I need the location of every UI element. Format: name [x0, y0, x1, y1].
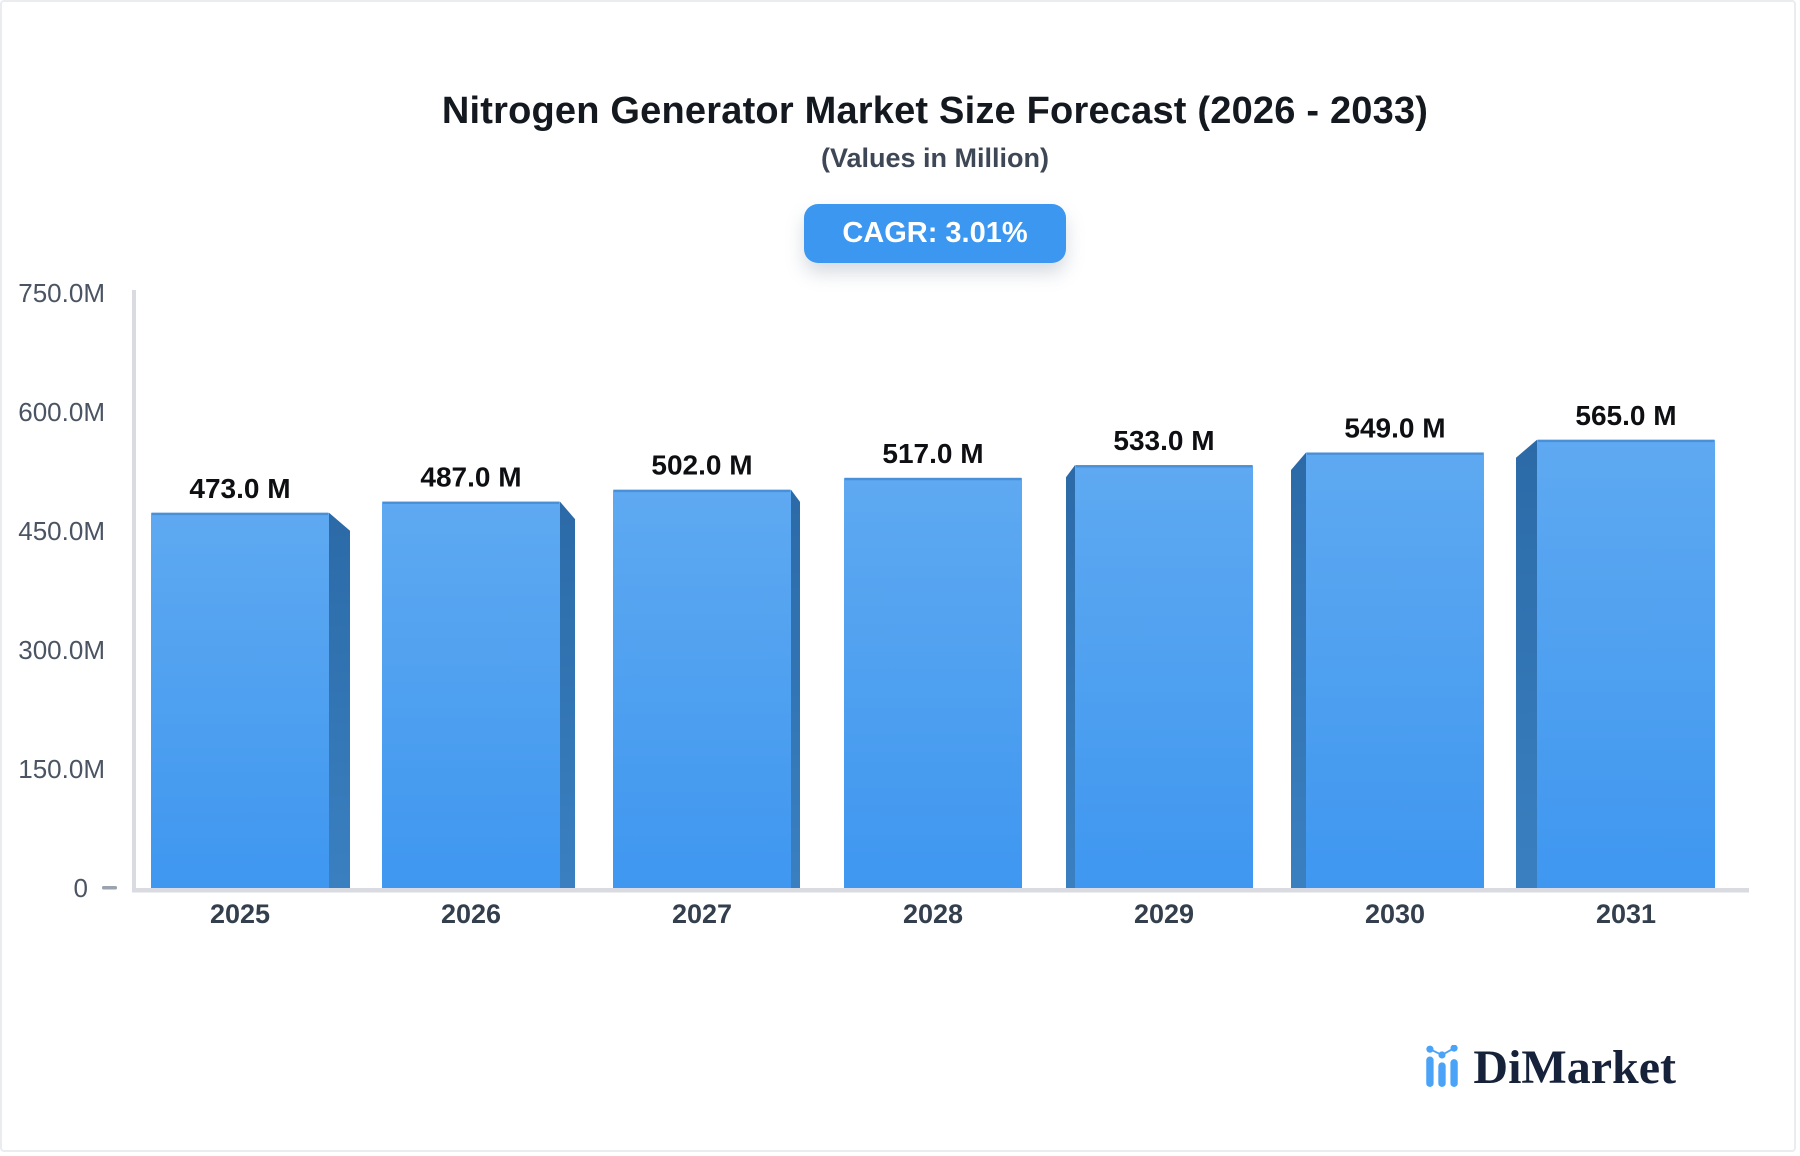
bar-group-2031: 565.0 M 2031	[1516, 400, 1715, 929]
bar-value-label: 549.0 M	[1344, 412, 1445, 443]
x-category-label: 2028	[903, 899, 963, 929]
brand-logo-text: DiMarket	[1473, 1041, 1676, 1094]
zero-tick-dash	[102, 886, 117, 890]
bar-front-face	[382, 501, 560, 889]
bar-value-label: 533.0 M	[1113, 425, 1214, 456]
bar-group-2029: 533.0 M 2029	[1066, 425, 1253, 929]
chart-header: Nitrogen Generator Market Size Forecast …	[76, 2, 1794, 263]
bar-side-face	[560, 501, 575, 889]
bar-front-face	[844, 477, 1022, 889]
y-tick-label: 150.0M	[18, 754, 105, 784]
y-tick-label: 750.0M	[18, 278, 105, 308]
bar-side-face	[1291, 452, 1306, 889]
x-category-label: 2025	[210, 899, 270, 929]
bar-value-label: 487.0 M	[420, 462, 521, 493]
bar-front-face	[613, 489, 791, 889]
bar-group-2027: 502.0 M 2027	[613, 450, 800, 929]
x-category-label: 2029	[1134, 899, 1194, 929]
y-axis-line	[132, 290, 136, 888]
x-category-label: 2027	[672, 899, 732, 929]
mini-bar-chart-icon	[1426, 1045, 1459, 1087]
bar-value-label: 473.0 M	[189, 473, 290, 504]
bar-value-label: 565.0 M	[1575, 400, 1676, 431]
bar-group-2028: 517.0 M 2028	[844, 438, 1022, 929]
x-axis-line	[132, 888, 1749, 893]
bar-group-2026: 487.0 M 2026	[382, 462, 575, 929]
bar-value-label: 517.0 M	[882, 438, 983, 469]
x-category-label: 2026	[441, 899, 501, 929]
bar-front-face	[1306, 452, 1484, 889]
chart-subtitle: (Values in Million)	[820, 143, 1050, 173]
bar-group-2030: 549.0 M 2030	[1291, 412, 1484, 929]
x-category-label: 2030	[1365, 899, 1425, 929]
bar-front-face	[1075, 465, 1253, 889]
y-axis-ticks: 750.0M 600.0M 450.0M 300.0M 150.0M 0	[18, 278, 117, 903]
bar-side-face	[329, 512, 350, 889]
bar-group-2025: 473.0 M 2025	[151, 473, 350, 929]
brand-logo: DiMarket	[1424, 1044, 1676, 1092]
bars: 473.0 M 2025 487.0 M 2026 502.0 M 2027 517.0 M…	[151, 400, 1715, 929]
bar-value-label: 502.0 M	[651, 450, 752, 481]
y-tick-label: 600.0M	[18, 397, 105, 427]
y-tick-label: 0	[74, 873, 88, 903]
chart-title: Nitrogen Generator Market Size Forecast …	[441, 90, 1429, 132]
bar-side-face	[1066, 465, 1075, 889]
bar-side-face	[1516, 439, 1537, 889]
bar-front-face	[151, 512, 329, 889]
y-tick-label: 450.0M	[18, 516, 105, 546]
bar-side-face	[791, 489, 800, 889]
cagr-badge: CAGR: 3.01%	[804, 204, 1066, 263]
bar-front-face	[1537, 439, 1715, 889]
x-category-label: 2031	[1596, 899, 1656, 929]
y-tick-label: 300.0M	[18, 635, 105, 665]
